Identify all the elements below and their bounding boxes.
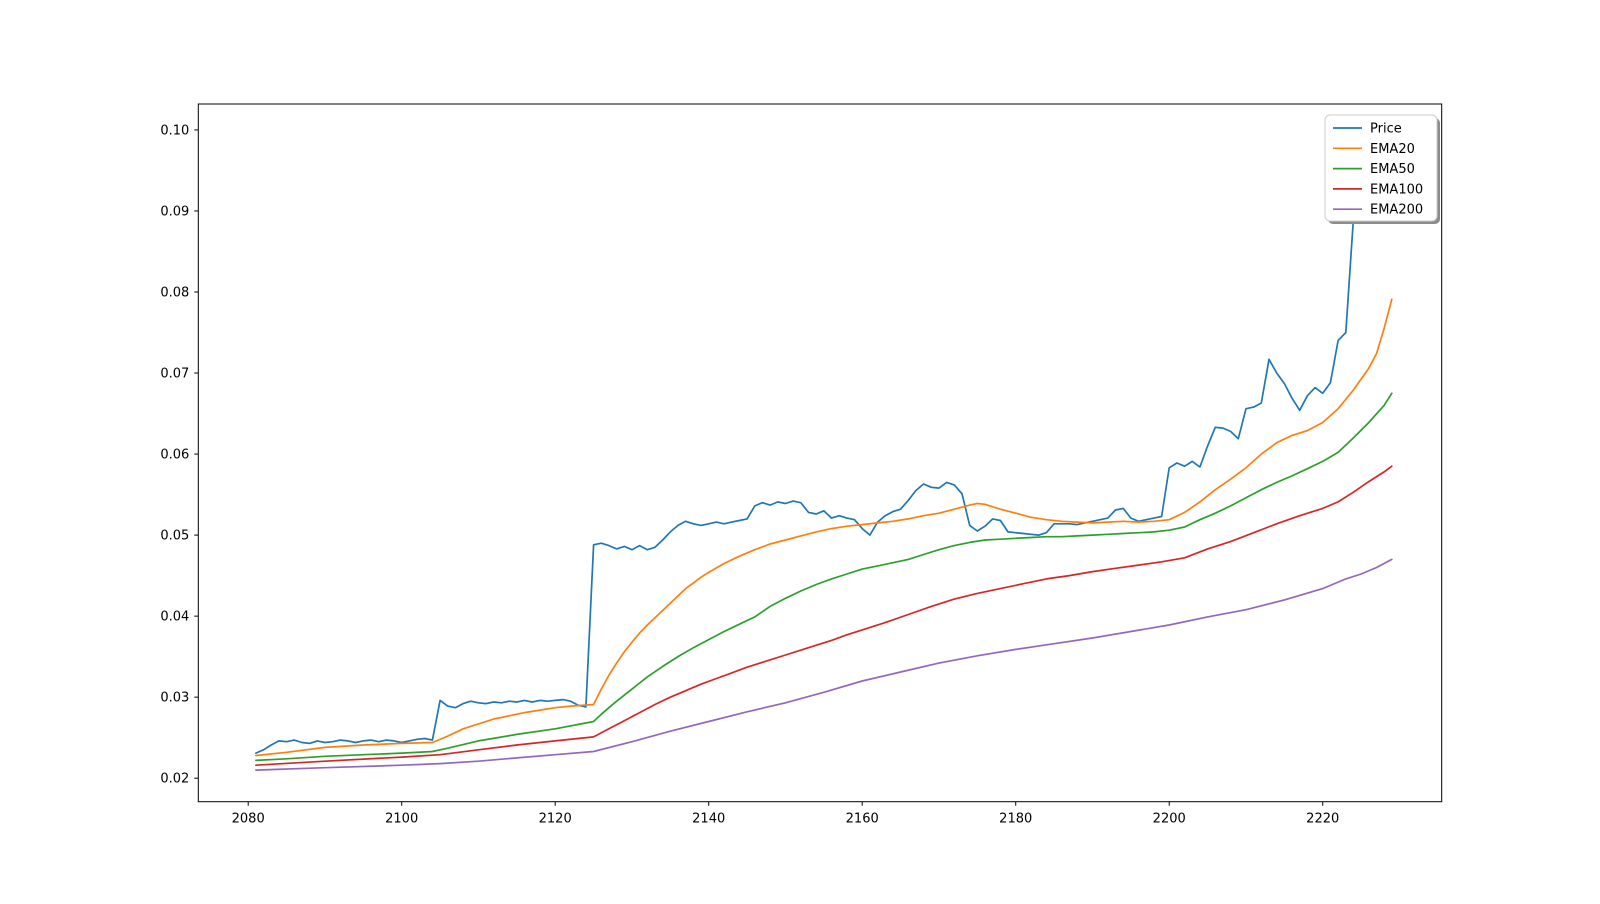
legend-label-ema20: EMA20	[1370, 142, 1415, 157]
y-tick-label: 0.03	[160, 691, 189, 706]
y-tick-label: 0.05	[160, 529, 189, 544]
legend-label-ema100: EMA100	[1370, 182, 1423, 197]
y-tick-label: 0.02	[160, 772, 189, 787]
legend-box	[1324, 114, 1438, 222]
series-line-ema20	[255, 298, 1393, 757]
legend: Price EMA20 EMA50 EMA100 EMA200	[1324, 114, 1440, 224]
x-tick-label: 2160	[846, 812, 879, 827]
x-tick-label: 2200	[1153, 812, 1186, 827]
x-tick-label: 2120	[539, 812, 572, 827]
x-tick-label: 2080	[232, 812, 265, 827]
y-tick-label: 0.07	[160, 367, 189, 382]
series-layer	[255, 137, 1393, 771]
series-line-price	[255, 137, 1393, 754]
y-tick-label: 0.04	[160, 610, 189, 625]
x-tick-label: 2180	[999, 812, 1032, 827]
y-tick-label: 0.09	[160, 204, 189, 219]
series-line-ema100	[255, 465, 1393, 767]
axes-layer: 2080 2100 2120 2140 2160 2180 2200 2220 0.02 0.03…	[160, 103, 1443, 827]
legend-label-ema50: EMA50	[1370, 162, 1415, 177]
y-tick-label: 0.10	[160, 123, 189, 138]
legend-label-ema200: EMA200	[1370, 203, 1423, 218]
plot-frame	[197, 103, 1443, 803]
series-line-ema200	[255, 558, 1393, 771]
x-tick-label: 2140	[692, 812, 725, 827]
y-tick-label: 0.08	[160, 285, 189, 300]
series-line-ema50	[255, 392, 1393, 762]
legend-label-price: Price	[1370, 122, 1402, 137]
y-tick-label: 0.06	[160, 448, 189, 463]
x-tick-label: 2100	[385, 812, 418, 827]
x-tick-label: 2220	[1306, 812, 1339, 827]
